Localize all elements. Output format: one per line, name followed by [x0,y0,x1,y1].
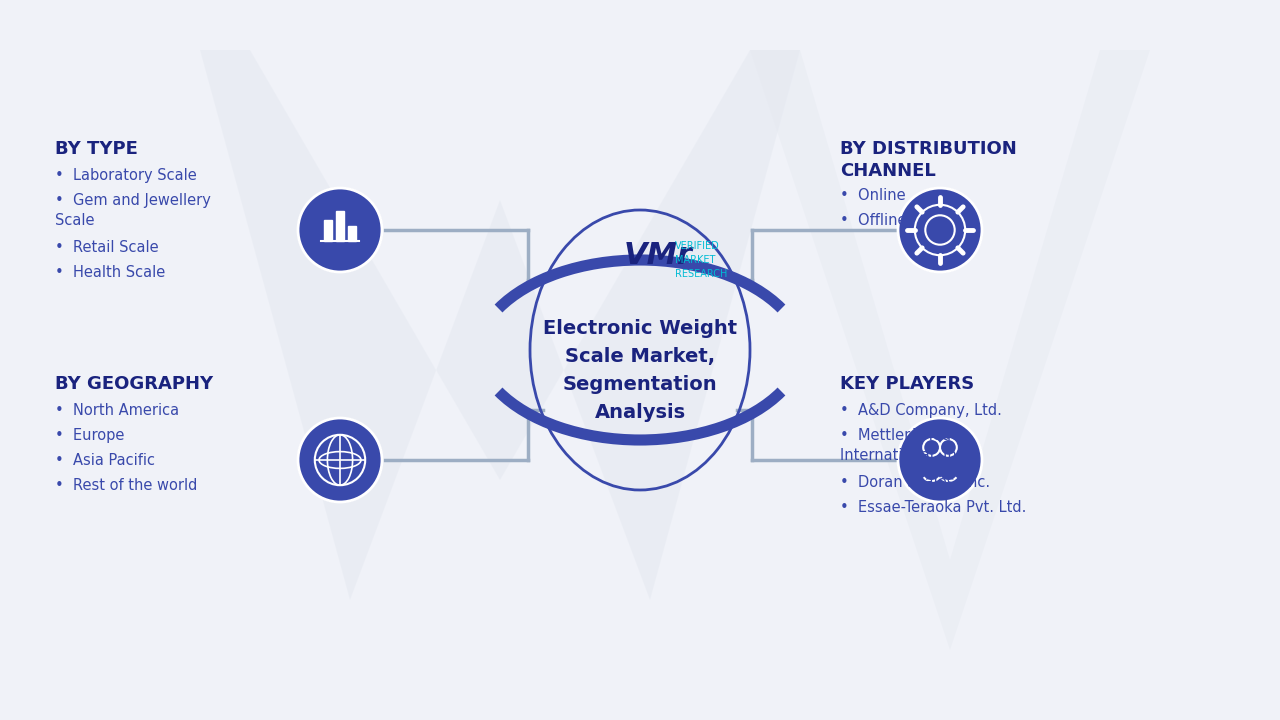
Text: Electronic Weight
Scale Market,
Segmentation
Analysis: Electronic Weight Scale Market, Segmenta… [543,318,737,421]
Text: •  Retail Scale: • Retail Scale [55,240,159,255]
Text: •  North America: • North America [55,403,179,418]
Text: KEY PLAYERS: KEY PLAYERS [840,375,974,393]
Text: •  Laboratory Scale: • Laboratory Scale [55,168,197,183]
Bar [324,220,332,240]
Text: •  Asia Pacific: • Asia Pacific [55,453,155,468]
Circle shape [298,418,381,502]
Text: •  Essae-Teraoka Pvt. Ltd.: • Essae-Teraoka Pvt. Ltd. [840,500,1027,515]
Text: •  Mettler-Toledo
International, Inc.: • Mettler-Toledo International, Inc. [840,428,969,463]
Text: •  Offline: • Offline [840,213,906,228]
Bar [337,211,344,240]
Circle shape [899,418,982,502]
Text: •  Health Scale: • Health Scale [55,265,165,280]
Text: VMr: VMr [623,240,692,269]
Text: •  Doran Scales, Inc.: • Doran Scales, Inc. [840,475,991,490]
Circle shape [298,188,381,272]
Text: BY TYPE: BY TYPE [55,140,138,158]
Bar [348,226,356,240]
Text: •  Gem and Jewellery
Scale: • Gem and Jewellery Scale [55,193,211,228]
Text: •  Online: • Online [840,188,906,203]
Text: VERIFIED
MARKET
RESEARCH: VERIFIED MARKET RESEARCH [675,241,727,279]
Text: •  Rest of the world: • Rest of the world [55,478,197,493]
PathPatch shape [200,50,800,600]
Text: BY GEOGRAPHY: BY GEOGRAPHY [55,375,214,393]
PathPatch shape [750,50,1149,650]
Text: •  A&D Company, Ltd.: • A&D Company, Ltd. [840,403,1002,418]
Text: •  Europe: • Europe [55,428,124,443]
Text: BY DISTRIBUTION
CHANNEL: BY DISTRIBUTION CHANNEL [840,140,1016,180]
Circle shape [899,188,982,272]
